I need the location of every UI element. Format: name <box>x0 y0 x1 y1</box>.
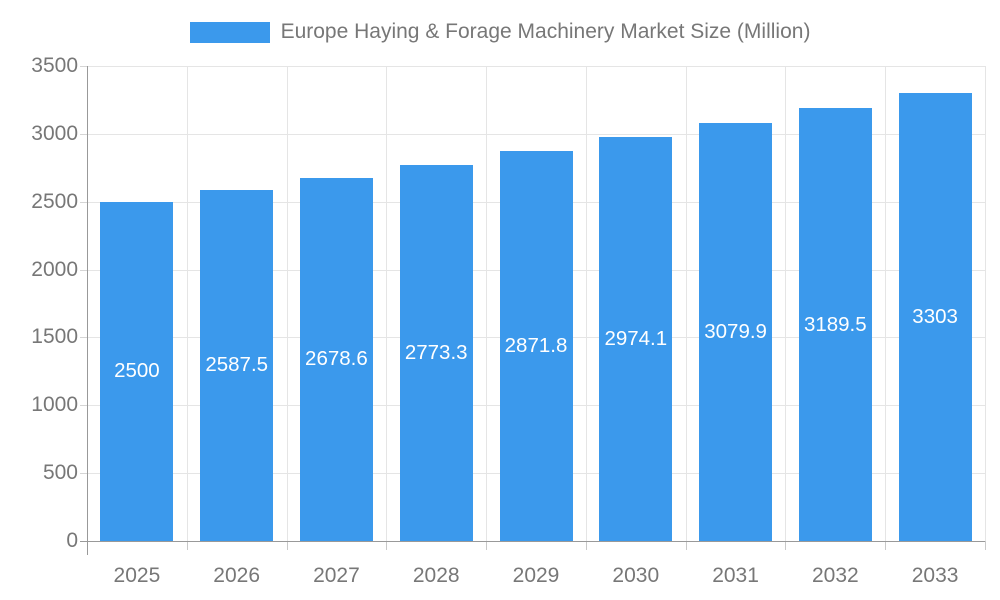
x-axis-tick-label: 2033 <box>911 564 959 587</box>
x-axis-tick-label: 2027 <box>313 564 360 587</box>
x-axis-tick <box>287 541 288 550</box>
vertical-gridline <box>187 66 188 541</box>
bar-value-label: 2678.6 <box>305 347 368 371</box>
vertical-gridline <box>885 66 886 541</box>
x-axis-tick <box>386 541 387 550</box>
y-axis-tick <box>80 405 87 406</box>
bar-value-label: 2871.8 <box>504 334 568 358</box>
bar-2028: 2773.3 <box>399 164 473 541</box>
bar-2031: 3079.9 <box>699 123 773 541</box>
x-axis-tick-label: 2028 <box>412 564 460 587</box>
bar-value-label: 3079.9 <box>704 320 767 343</box>
bar-value-label: 3303 <box>912 304 958 328</box>
bar-2032: 3189.5 <box>798 108 872 541</box>
bar-value-label: 2773.3 <box>404 340 468 364</box>
horizontal-gridline <box>87 134 985 135</box>
y-axis-tick-label: 1000 <box>31 393 78 417</box>
vertical-gridline <box>985 66 986 541</box>
y-axis-tick-label: 1500 <box>31 325 78 349</box>
y-axis-tick <box>80 337 87 338</box>
plot-area: 2500 2587.5 2678.6 2773.3 2871.8 2974.1 3079.9… <box>80 66 986 555</box>
x-axis-tick-label: 2031 <box>712 564 759 587</box>
x-axis-tick <box>187 541 188 550</box>
vertical-gridline <box>386 66 387 541</box>
x-axis-tick-label: 2025 <box>113 564 161 587</box>
y-axis-tick <box>80 134 87 135</box>
x-axis-tick <box>985 541 986 550</box>
bar-value-label: 2587.5 <box>205 353 269 377</box>
bar-2026: 2587.5 <box>200 189 274 541</box>
x-axis-tick <box>686 541 687 550</box>
x-axis-tick-label: 2029 <box>512 564 560 587</box>
x-axis-tick-label: 2032 <box>811 564 859 587</box>
legend-item[interactable]: Europe Haying & Forage Machinery Market … <box>189 20 811 44</box>
y-axis-tick <box>80 270 87 271</box>
vertical-gridline <box>287 66 288 541</box>
bar-2027: 2678.6 <box>299 177 373 541</box>
y-axis-tick-label: 3500 <box>31 54 78 77</box>
y-axis-tick-label: 3000 <box>31 121 78 145</box>
x-axis-tick <box>885 541 886 550</box>
y-axis-tick-label: 2000 <box>31 257 78 281</box>
horizontal-gridline <box>87 66 985 67</box>
bar-value-label: 2974.1 <box>604 327 668 351</box>
y-axis-tick-label: 2500 <box>31 189 78 213</box>
x-axis-tick <box>486 541 487 550</box>
x-axis-tick <box>785 541 786 550</box>
y-axis-tick <box>80 473 87 474</box>
x-axis-line <box>80 541 985 542</box>
x-axis-tick <box>586 541 587 550</box>
x-axis-tick-label: 2030 <box>612 564 660 587</box>
vertical-gridline <box>785 66 786 541</box>
vertical-gridline <box>686 66 687 541</box>
bar-value-label: 2500 <box>114 359 160 383</box>
bar-2033: 3303 <box>898 92 972 541</box>
bar-2030: 2974.1 <box>599 137 673 541</box>
bar-value-label: 3189.5 <box>803 312 867 336</box>
vertical-gridline <box>586 66 587 541</box>
legend-swatch-icon <box>189 21 270 43</box>
x-axis-tick-label: 2026 <box>213 564 261 587</box>
y-axis-tick-label: 0 <box>66 529 78 552</box>
bar-2029: 2871.8 <box>499 151 573 541</box>
bar-2025: 2500 <box>100 201 174 541</box>
y-axis-tick <box>80 66 87 67</box>
y-axis-tick <box>80 202 87 203</box>
vertical-gridline <box>486 66 487 541</box>
chart-legend: Europe Haying & Forage Machinery Market … <box>0 20 1000 44</box>
y-axis-line <box>87 66 88 555</box>
chart-title: Europe Haying & Forage Machinery Market … <box>280 20 811 43</box>
y-axis-tick-label: 500 <box>42 461 78 485</box>
